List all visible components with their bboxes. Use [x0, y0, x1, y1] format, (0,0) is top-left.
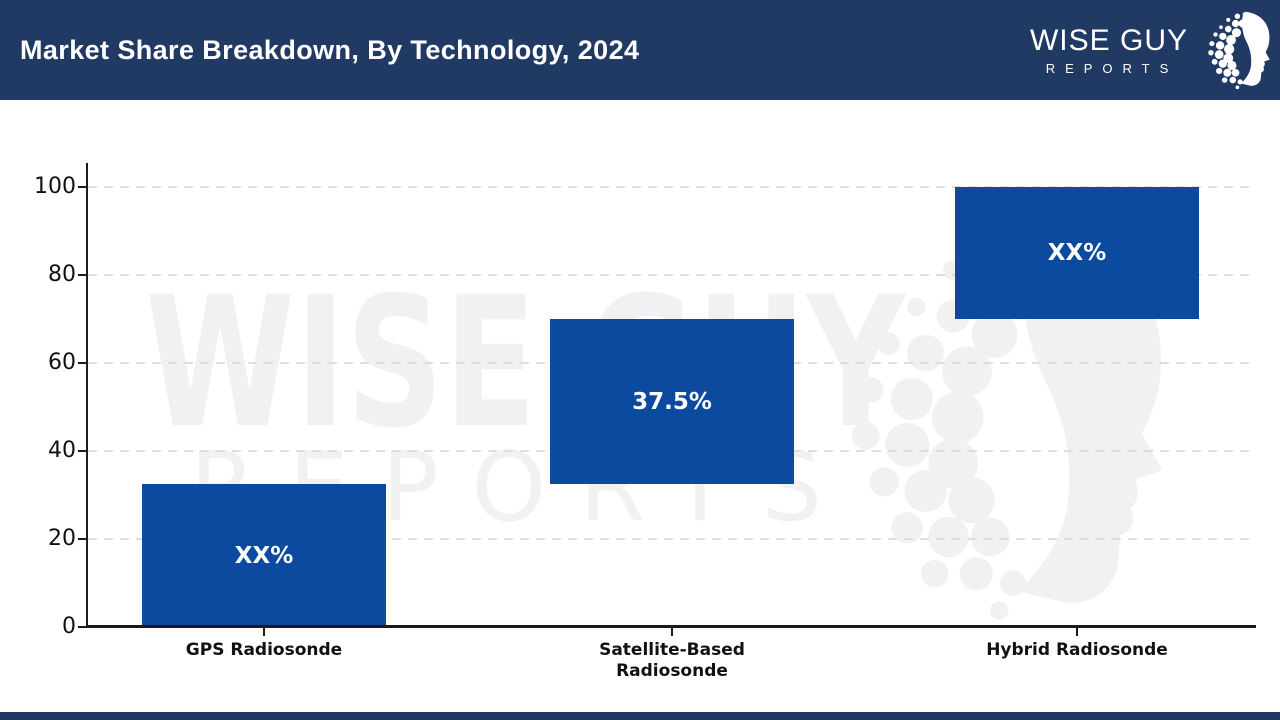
- y-tick-mark: [78, 274, 87, 276]
- y-tick-mark: [78, 186, 87, 188]
- bar-segment: XX%: [955, 187, 1199, 319]
- x-category-label: Hybrid Radiosonde: [986, 640, 1168, 660]
- y-tick-mark: [78, 538, 87, 540]
- gridline: [88, 186, 1253, 188]
- logo-text: WISE GUY REPORTS: [1030, 24, 1188, 76]
- x-category-label: GPS Radiosonde: [185, 640, 343, 660]
- page-title: Market Share Breakdown, By Technology, 2…: [20, 34, 640, 65]
- y-tick-mark: [78, 450, 87, 452]
- x-axis-spine: [86, 625, 1256, 628]
- x-tick-mark: [1076, 628, 1078, 636]
- y-tick-label: 60: [48, 350, 76, 375]
- y-tick-label: 40: [48, 438, 76, 463]
- bar-segment: 37.5%: [550, 319, 794, 484]
- bar-value-label: XX%: [234, 542, 294, 569]
- y-tick-mark: [78, 362, 87, 364]
- y-axis-spine: [86, 163, 88, 628]
- x-tick-mark: [263, 628, 265, 636]
- gridline: [88, 274, 1253, 276]
- header-bar: Market Share Breakdown, By Technology, 2…: [0, 0, 1280, 100]
- y-tick-label: 80: [48, 262, 76, 287]
- y-tick-label: 100: [34, 174, 76, 199]
- y-tick-mark: [78, 626, 87, 628]
- face-logo-icon: [1208, 11, 1270, 90]
- bar-value-label: XX%: [1047, 240, 1107, 266]
- y-tick-label: 20: [48, 526, 76, 551]
- x-tick-mark: [671, 628, 673, 636]
- x-category-label: Satellite-Based Radiosonde: [599, 640, 745, 681]
- footer-bar: [0, 712, 1280, 720]
- chart: WISE GUY REPORTS 020406080100XX%37.5%XX%…: [0, 100, 1280, 712]
- logo-subtitle: REPORTS: [1045, 61, 1179, 76]
- y-tick-label: 0: [62, 614, 76, 639]
- bar-value-label: 37.5%: [632, 388, 712, 415]
- bar-segment: XX%: [142, 484, 386, 627]
- gridline: [88, 538, 1253, 540]
- logo-name: WISE GUY: [1029, 24, 1188, 57]
- wiseguy-logo: WISE GUY REPORTS: [1030, 9, 1280, 91]
